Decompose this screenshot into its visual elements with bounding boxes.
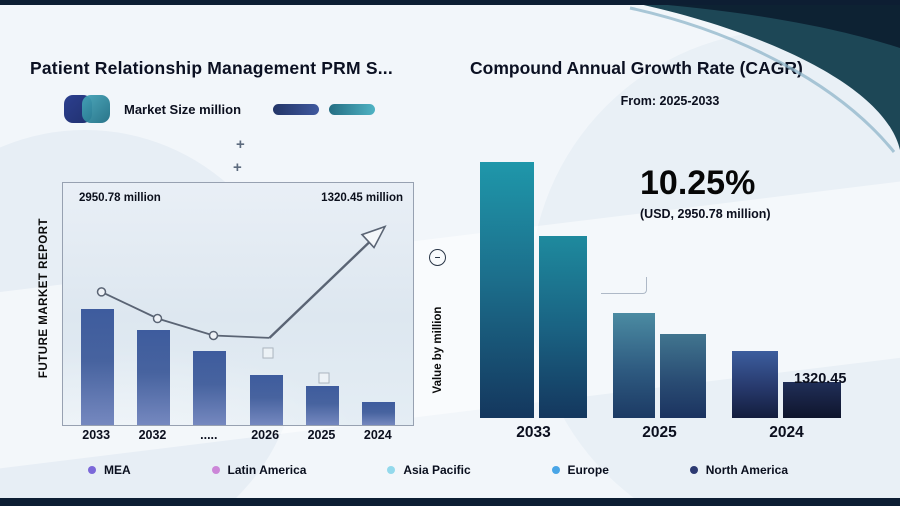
legend-label: North America: [705, 463, 788, 477]
cagr-bar-2025-series-b: [660, 333, 706, 418]
y-axis-label: Value by million: [432, 306, 444, 394]
region-legend: MEA Latin America Asia Pacific Europe North …: [88, 463, 788, 477]
cagr-bars-2024: [732, 351, 841, 418]
legend-label: Latin America: [227, 463, 307, 477]
market-size-bar-2025: [305, 385, 339, 425]
market-size-bar-2032: [136, 329, 170, 425]
legend-dot: [88, 466, 96, 474]
legend-item-latin-america: Latin America: [211, 463, 307, 477]
plus-icon: +: [233, 159, 242, 176]
cagr-bars-2025: [613, 313, 706, 418]
cagr-detail: (USD, 2950.78 million): [640, 207, 771, 221]
legend-item-mea: MEA: [88, 463, 131, 477]
legend-dot: [689, 466, 698, 474]
legend-dot: [551, 466, 560, 474]
cagr-x-label-2024: 2024: [769, 424, 804, 441]
cagr-bar-2033-series-b: [539, 236, 587, 418]
trend-line-arrow: [96, 225, 387, 384]
market-size-bar-cell: [69, 309, 125, 425]
cagr-bar-2033-series-a: [480, 162, 534, 418]
legend-item-europe: Europe: [551, 463, 609, 477]
market-size-x-axis: 2033 2032..... 2026 2025 2024: [62, 428, 412, 442]
legend-item-north-america: North America: [689, 463, 788, 477]
bottom-frame-bar: [0, 498, 900, 506]
market-size-bar-.....: [193, 350, 227, 425]
navy-pill-icon: [273, 103, 320, 115]
x-axis-label-2032: 2032: [138, 428, 167, 442]
market-size-bar-cell: [182, 350, 238, 425]
top-frame-bar: [0, 0, 900, 5]
badge-teal-shape: [82, 95, 110, 123]
market-size-bar-cell: [294, 385, 350, 425]
cagr-x-label-2025: 2025: [642, 424, 677, 441]
end-value-label: 1320.45: [794, 371, 847, 387]
legend-label: Europe: [567, 463, 609, 477]
market-size-bar-2024: [362, 401, 396, 425]
plus-icon: +: [236, 136, 245, 153]
cagr-bar-2025-series-a: [613, 313, 655, 418]
x-axis-label-2033: 2033: [82, 428, 111, 442]
market-size-bars: [63, 309, 413, 425]
legend-pills: [273, 103, 376, 115]
market-size-legend-label: Market Size million: [124, 101, 242, 117]
legend-dot: [211, 466, 220, 474]
legend-dot: [387, 466, 396, 474]
cagr-bar-2024-series-a: [732, 351, 778, 418]
legend-label: Asia Pacific: [403, 463, 471, 477]
teal-pill-icon: [329, 103, 376, 115]
x-axis-label-2026: 2026: [251, 428, 280, 442]
cagr-bars-2033: [480, 162, 587, 418]
legend-label: MEA: [104, 463, 131, 477]
market-size-bar-2033: [80, 309, 114, 425]
annotation-2033-value: 2950.78 million: [79, 192, 161, 204]
x-axis-label-2025: 2025: [307, 428, 336, 442]
annotation-2024-value: 1320.45 million: [321, 192, 403, 204]
cagr-group-2024: 2024: [732, 351, 841, 442]
right-chart-title: Compound Annual Growth Rate (CAGR): [470, 58, 803, 78]
cagr-bar-groups: 2033 2025 2024: [480, 162, 841, 442]
x-axis-label-.....: .....: [200, 428, 218, 442]
cagr-value: 10.25%: [640, 164, 756, 202]
x-axis-label-2024: 2024: [363, 428, 392, 442]
left-chart-title: Patient Relationship Management PRM S...: [30, 58, 393, 78]
cagr-x-label-2033: 2033: [516, 424, 551, 441]
market-size-bar-cell: [351, 401, 407, 425]
corner-decoration: [600, 0, 900, 153]
cagr-group-2025: 2025: [613, 313, 706, 442]
cagr-chart-plot: 2033 2025 2024: [470, 150, 880, 450]
right-chart-subtitle: From: 2025-2033: [620, 94, 720, 108]
market-size-legend: Market Size million: [64, 94, 376, 124]
cagr-bar-2024-series-b: [783, 382, 841, 418]
market-size-badge-icon: [64, 94, 112, 124]
circle-minus-icon: –: [429, 249, 446, 266]
watermark-vertical-text: FUTURE MARKET REPORT: [38, 217, 50, 379]
market-size-bar-2026: [249, 375, 283, 425]
plot-background-wave: [63, 183, 413, 425]
market-size-bar-cell: [125, 329, 181, 425]
market-size-chart-plot: 2950.78 million 1320.45 million: [62, 182, 414, 426]
market-size-bar-cell: [238, 375, 294, 425]
bracket-decoration: [601, 277, 647, 294]
cagr-group-2033: 2033: [480, 162, 587, 442]
legend-item-asia-pacific: Asia Pacific: [387, 463, 471, 477]
